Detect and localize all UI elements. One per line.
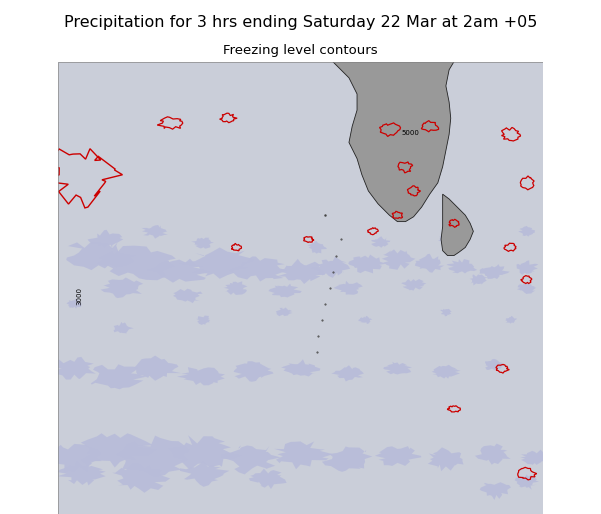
Polygon shape	[401, 279, 426, 290]
Polygon shape	[81, 433, 157, 468]
Polygon shape	[480, 482, 511, 500]
Polygon shape	[428, 447, 463, 471]
Polygon shape	[438, 234, 453, 245]
Polygon shape	[97, 246, 175, 280]
Polygon shape	[66, 299, 82, 309]
Polygon shape	[57, 461, 106, 485]
Polygon shape	[281, 359, 320, 377]
Text: Precipitation for 3 hrs ending Saturday 22 Mar at 2am +05: Precipitation for 3 hrs ending Saturday …	[64, 15, 537, 30]
Polygon shape	[268, 284, 302, 298]
Polygon shape	[276, 307, 293, 316]
Polygon shape	[517, 284, 536, 294]
Polygon shape	[441, 194, 474, 255]
Polygon shape	[230, 256, 287, 282]
Polygon shape	[333, 62, 454, 222]
Polygon shape	[358, 316, 372, 324]
Polygon shape	[331, 365, 364, 381]
Polygon shape	[224, 281, 248, 295]
Text: 5000: 5000	[401, 130, 419, 136]
Polygon shape	[66, 242, 137, 270]
Polygon shape	[520, 450, 548, 465]
Polygon shape	[311, 256, 350, 278]
Polygon shape	[274, 442, 333, 469]
Polygon shape	[49, 444, 102, 473]
Polygon shape	[276, 259, 325, 284]
Polygon shape	[383, 362, 412, 375]
Text: 3000: 3000	[76, 287, 82, 305]
Polygon shape	[382, 249, 415, 270]
Polygon shape	[191, 237, 214, 249]
Polygon shape	[180, 247, 254, 279]
Polygon shape	[112, 463, 170, 493]
Polygon shape	[177, 367, 225, 386]
Polygon shape	[148, 259, 211, 283]
Polygon shape	[322, 447, 373, 472]
Polygon shape	[169, 435, 243, 470]
Polygon shape	[100, 278, 143, 298]
Polygon shape	[371, 236, 391, 248]
Polygon shape	[141, 225, 168, 238]
Polygon shape	[505, 316, 517, 324]
Polygon shape	[348, 254, 386, 273]
Polygon shape	[49, 357, 96, 379]
Polygon shape	[516, 260, 538, 276]
Polygon shape	[173, 289, 203, 303]
Polygon shape	[514, 474, 539, 490]
Polygon shape	[441, 309, 452, 316]
Polygon shape	[307, 241, 327, 253]
Polygon shape	[91, 364, 147, 389]
Polygon shape	[234, 361, 273, 382]
Polygon shape	[432, 365, 460, 379]
Polygon shape	[249, 469, 287, 489]
Polygon shape	[518, 226, 535, 236]
Polygon shape	[334, 281, 363, 295]
Polygon shape	[475, 444, 511, 465]
Polygon shape	[415, 254, 444, 273]
Text: Freezing level contours: Freezing level contours	[223, 44, 378, 57]
Polygon shape	[180, 462, 230, 487]
Polygon shape	[135, 356, 181, 381]
Polygon shape	[485, 359, 505, 370]
Polygon shape	[196, 316, 210, 325]
Polygon shape	[375, 446, 421, 466]
Polygon shape	[88, 230, 123, 248]
Polygon shape	[469, 274, 488, 285]
Polygon shape	[221, 446, 281, 474]
Polygon shape	[447, 259, 477, 273]
Polygon shape	[114, 322, 134, 334]
Polygon shape	[480, 264, 510, 279]
Polygon shape	[117, 435, 190, 478]
